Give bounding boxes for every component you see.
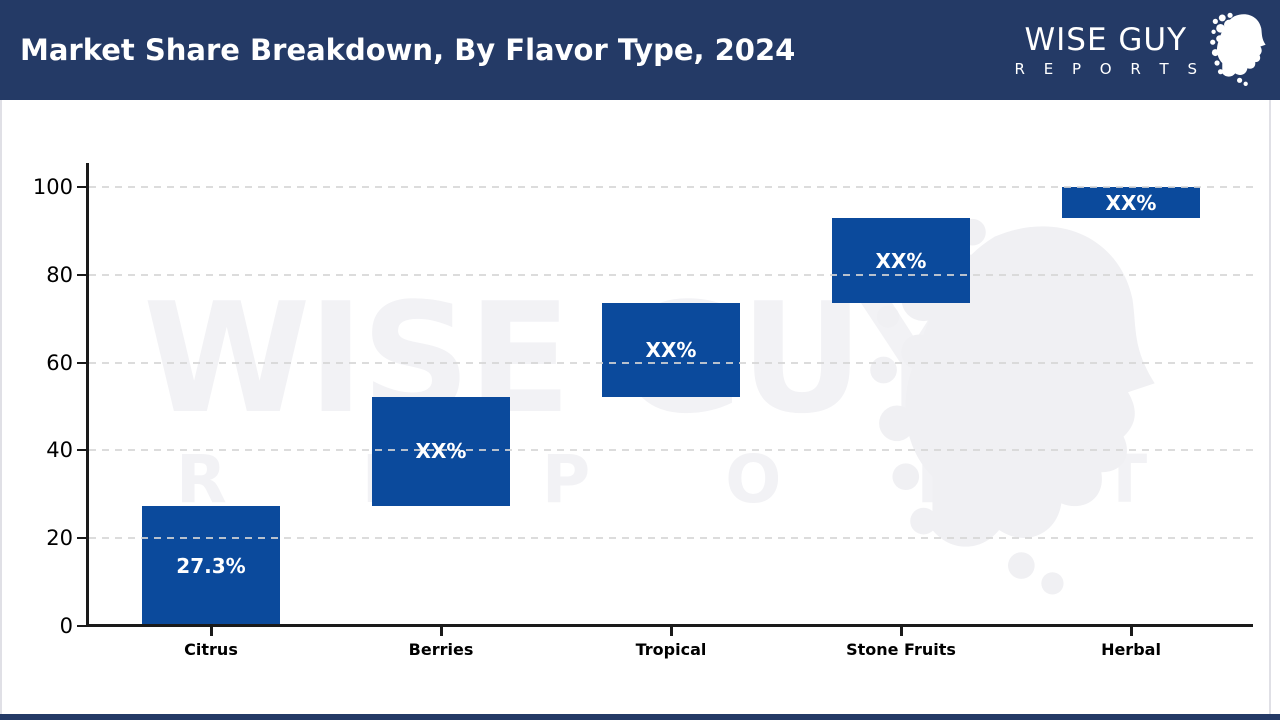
bar-value-label: XX% (1105, 190, 1157, 215)
x-tick-mark (669, 627, 673, 636)
y-axis-line (86, 163, 89, 627)
x-axis-category-label: Berries (408, 640, 474, 659)
bar-value-label: XX% (875, 248, 927, 273)
y-tick-mark (77, 273, 86, 276)
y-tick-mark (77, 186, 86, 188)
header-bar: Market Share Breakdown, By Flavor Type, … (0, 0, 1280, 100)
logo-subtitle: R E P O R T S (1014, 60, 1204, 78)
bar-herbal (1062, 187, 1200, 219)
gridline (89, 186, 1253, 188)
right-edge-divider (1269, 100, 1271, 714)
x-axis-category-label: Herbal (1101, 640, 1161, 659)
bar-citrus (142, 506, 280, 626)
x-tick-mark (439, 627, 443, 636)
y-tick-mark (77, 449, 86, 452)
footer-strip (0, 714, 1280, 720)
bar-tropical (602, 302, 740, 397)
gridline (89, 449, 1253, 452)
y-tick-label: 60 (46, 350, 73, 375)
bar-berries (372, 396, 510, 507)
bar-value-label: XX% (645, 337, 697, 362)
gridline (89, 537, 1253, 540)
logo-text: WISE GUY R E P O R T S (1008, 22, 1204, 78)
watermark-wordmark: WISE GUY (143, 270, 971, 447)
y-tick-label: 20 (46, 526, 73, 551)
y-tick-label: 100 (32, 175, 73, 199)
x-tick-mark (899, 627, 903, 636)
y-tick-label: 80 (46, 262, 73, 287)
y-tick-mark (77, 625, 86, 627)
x-axis-line (86, 624, 1253, 627)
logo-head-icon (1210, 12, 1266, 86)
wise-guy-logo: WISE GUY R E P O R T S (1008, 8, 1266, 92)
watermark-head-icon (870, 218, 1155, 595)
y-tick-label: 0 (59, 614, 73, 638)
x-tick-mark (1129, 627, 1133, 636)
x-axis-category-label: Citrus (184, 640, 238, 659)
bar-value-label: 27.3% (176, 554, 246, 579)
page-title: Market Share Breakdown, By Flavor Type, … (20, 33, 796, 67)
gridline (89, 273, 1253, 276)
bar-stone-fruits (832, 218, 970, 303)
y-tick-label: 40 (46, 438, 73, 463)
left-edge-divider (0, 100, 2, 714)
bar-value-label: XX% (415, 439, 467, 464)
x-axis-category-label: Tropical (635, 640, 707, 659)
logo-wordmark: WISE GUY (1024, 22, 1188, 58)
x-axis-category-label: Stone Fruits (846, 640, 956, 659)
gridline (89, 361, 1253, 364)
y-tick-mark (77, 537, 86, 540)
x-tick-mark (209, 627, 213, 636)
y-tick-mark (77, 361, 86, 364)
